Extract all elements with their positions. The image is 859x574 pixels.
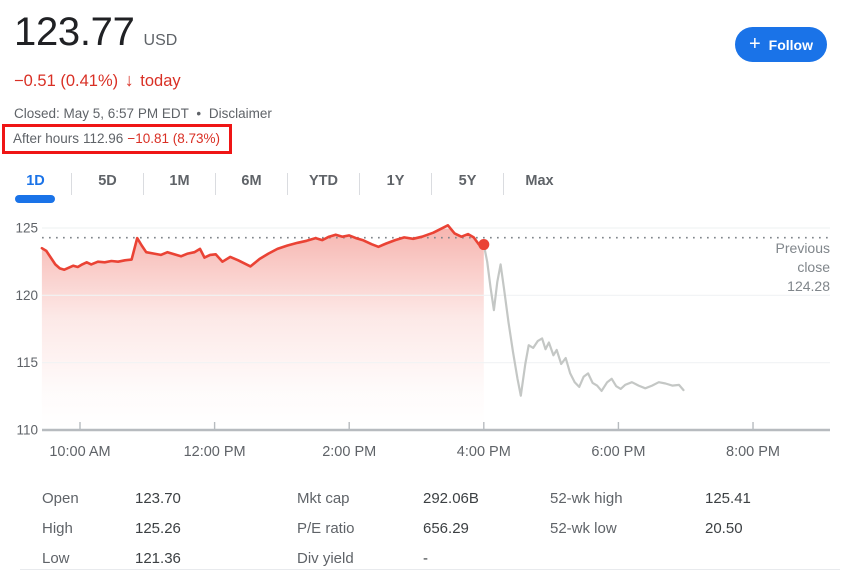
- tab-max[interactable]: Max: [525, 173, 554, 189]
- previous-close-text: Previous close: [775, 240, 830, 275]
- stat-label: P/E ratio: [297, 519, 355, 537]
- follow-label: Follow: [768, 36, 813, 53]
- follow-button[interactable]: + Follow: [735, 27, 827, 62]
- tab-divider: [503, 172, 504, 195]
- stat-label: Div yield: [297, 549, 354, 567]
- stat-label: Open: [42, 489, 79, 507]
- tab-1y[interactable]: 1Y: [386, 173, 405, 189]
- change-value: −0.51 (0.41%): [14, 72, 119, 90]
- stat-label: 52-wk low: [550, 519, 617, 537]
- stat-value: 656.29: [423, 519, 469, 537]
- stat-value: 123.70: [135, 489, 181, 507]
- after-hours-label: After hours: [13, 131, 80, 146]
- previous-close-value: 124.28: [787, 278, 830, 294]
- stat-value: -: [423, 549, 428, 567]
- tab-divider: [287, 172, 288, 195]
- svg-text:115: 115: [16, 355, 38, 370]
- svg-text:6:00 PM: 6:00 PM: [591, 444, 645, 460]
- svg-text:110: 110: [16, 423, 38, 438]
- stat-value: 125.26: [135, 519, 181, 537]
- closed-text: Closed: May 5, 6:57 PM EDT: [14, 106, 189, 121]
- svg-text:120: 120: [15, 288, 38, 303]
- svg-text:4:00 PM: 4:00 PM: [457, 444, 511, 460]
- stat-label: Low: [42, 549, 70, 567]
- plus-icon: +: [748, 32, 761, 55]
- stat-label: High: [42, 519, 73, 537]
- stat-value: 125.41: [705, 489, 751, 507]
- tab-divider: [143, 172, 144, 195]
- change-suffix: today: [140, 72, 181, 90]
- dot-separator: •: [196, 106, 202, 121]
- after-hours-change: −10.81 (8.73%): [127, 131, 221, 146]
- tab-1d[interactable]: 1D: [0, 163, 71, 204]
- previous-close-label: Previous close 124.28: [750, 239, 830, 296]
- tab-ytd[interactable]: YTD: [309, 173, 338, 189]
- after-hours-annotation-box: After hours 112.96 −10.81 (8.73%): [2, 124, 233, 154]
- market-status: Closed: May 5, 6:57 PM EDT • Disclaimer: [14, 106, 272, 121]
- stat-value: 121.36: [135, 549, 181, 567]
- stat-label: Mkt cap: [297, 489, 350, 507]
- tab-6m[interactable]: 6M: [241, 173, 262, 189]
- svg-text:2:00 PM: 2:00 PM: [322, 444, 376, 460]
- stat-label: 52-wk high: [550, 489, 623, 507]
- tab-5y[interactable]: 5Y: [458, 173, 477, 189]
- svg-text:10:00 AM: 10:00 AM: [49, 444, 110, 460]
- tab-divider: [71, 172, 72, 195]
- stat-value: 292.06B: [423, 489, 479, 507]
- price-value: 123.77: [14, 10, 135, 54]
- price-chart[interactable]: 125 120 115 110 10:00 AM 12:00 PM 2:00 PM 4:00 …: [0, 0, 859, 470]
- arrow-down-icon: ↓: [124, 70, 134, 90]
- currency-label: USD: [143, 32, 178, 49]
- svg-text:8:00 PM: 8:00 PM: [726, 444, 780, 460]
- current-price: 123.77 USD: [14, 10, 177, 55]
- svg-text:125: 125: [15, 220, 38, 235]
- tab-1m[interactable]: 1M: [169, 173, 190, 189]
- disclaimer-link[interactable]: Disclaimer: [208, 106, 272, 121]
- range-tabs: 1D 5D 1M 6M YTD 1Y 5Y Max: [0, 163, 575, 204]
- tab-divider: [215, 172, 216, 195]
- svg-text:12:00 PM: 12:00 PM: [184, 444, 246, 460]
- table-divider: [20, 569, 840, 570]
- stat-value: 20.50: [705, 519, 743, 537]
- price-change: −0.51 (0.41%) ↓ today: [14, 70, 181, 91]
- tab-divider: [359, 172, 360, 195]
- stats-table: Open 123.70 Mkt cap 292.06B 52-wk high 1…: [42, 483, 842, 573]
- tab-5d[interactable]: 5D: [98, 173, 117, 189]
- after-hours-price: 112.96: [83, 131, 124, 146]
- tab-divider: [431, 172, 432, 195]
